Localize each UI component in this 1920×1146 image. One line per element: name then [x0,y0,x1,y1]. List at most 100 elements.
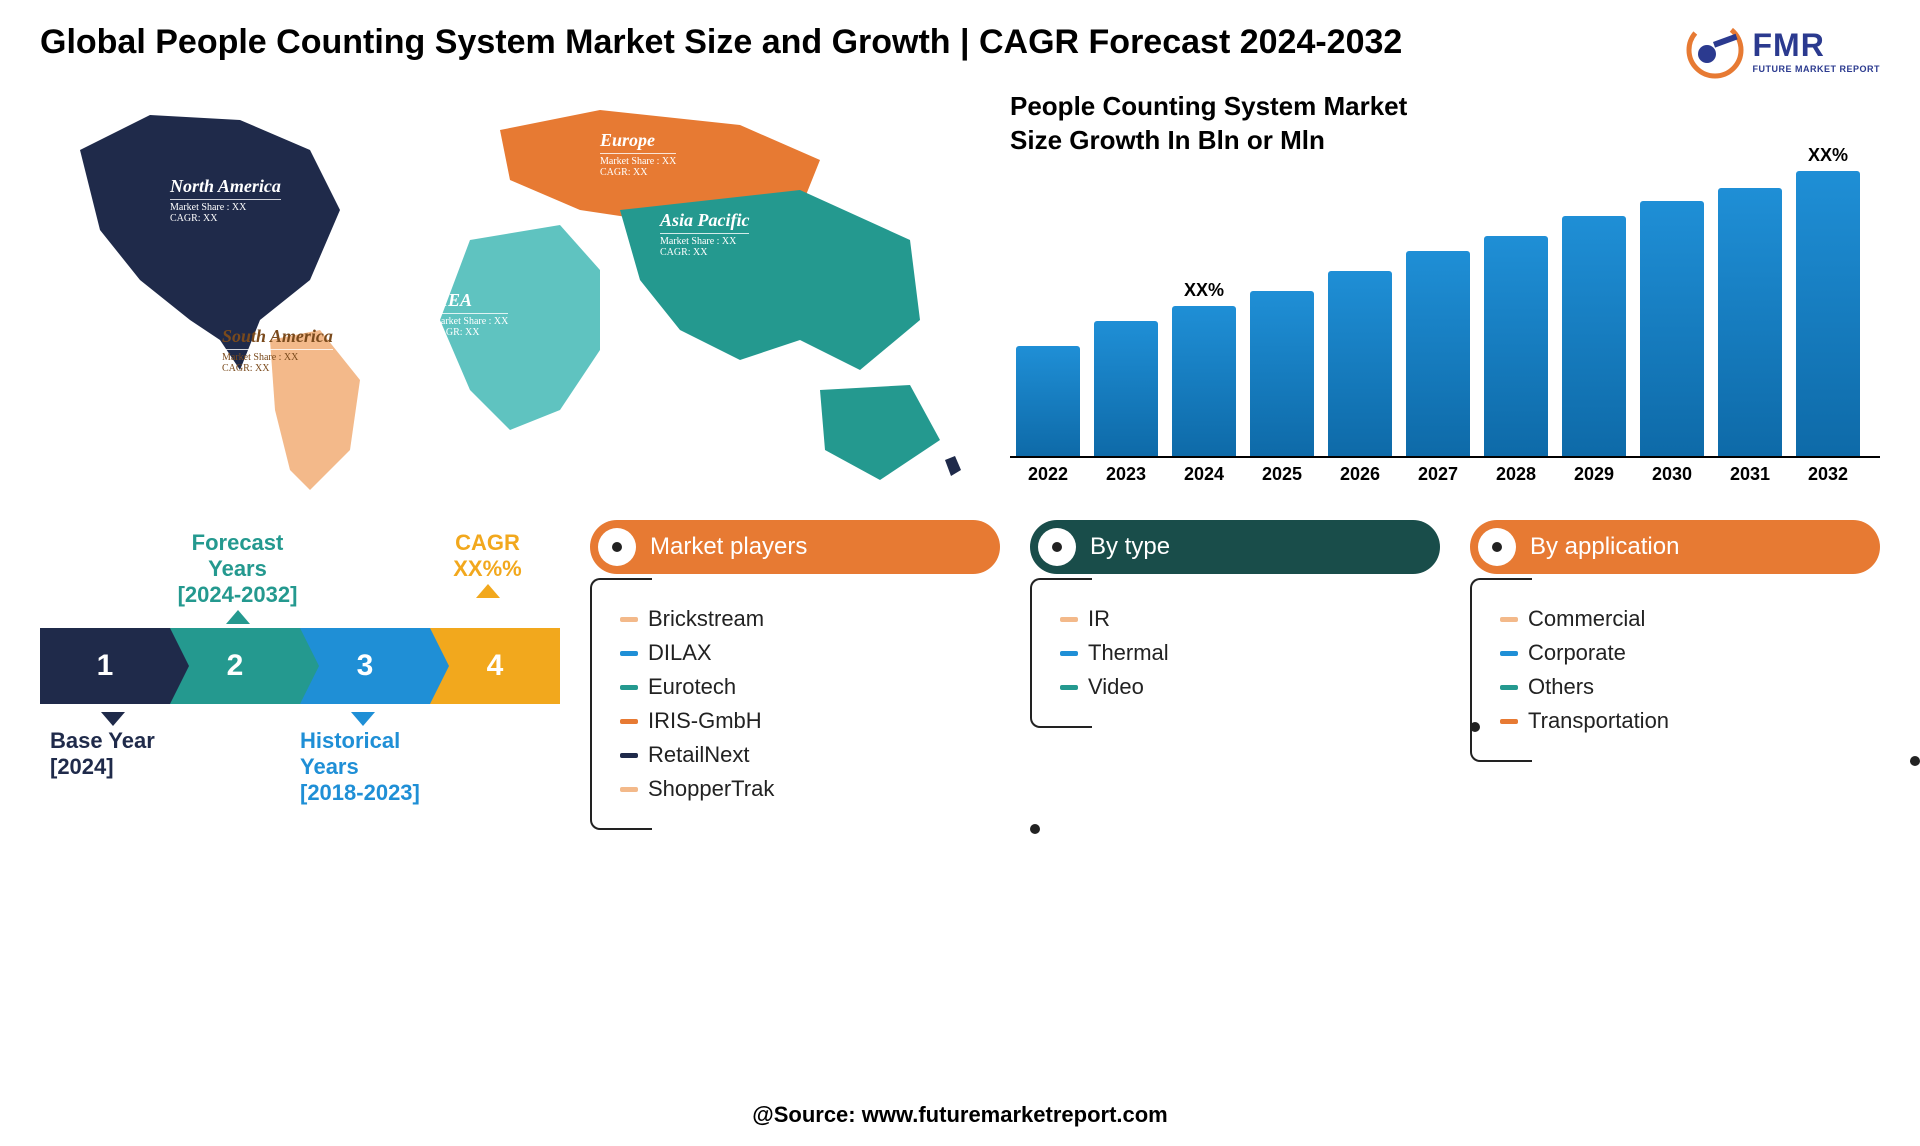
pill-column: Market players Brickstream DILAX Eurotech IR… [590,520,1000,816]
xaxis-label: 2030 [1640,464,1704,485]
bar-2030 [1640,201,1704,456]
pill-title: By application [1530,533,1679,561]
bar-2028 [1484,236,1548,456]
pill-title: Market players [650,533,807,561]
map-region-south-america: South America Market Share : XXCAGR: XX [222,326,333,374]
list-item: Eurotech [620,674,1000,700]
arrow-down-icon [351,712,375,726]
list-item: Commercial [1500,606,1880,632]
list-item: IRIS-GmbH [620,708,1000,734]
dash-icon [620,651,638,656]
dash-icon [1060,651,1078,656]
dash-icon [1500,685,1518,690]
xaxis-label: 2023 [1094,464,1158,485]
tl-sub: XX%% [425,556,550,582]
world-map: North AmericaMarket Share : XXCAGR: XXSo… [40,90,980,490]
bar-2031 [1718,188,1782,456]
dash-icon [620,685,638,690]
map-region-europe: EuropeMarket Share : XXCAGR: XX [600,130,676,178]
timeline-number: 2 [227,649,244,683]
list-item: Thermal [1060,640,1440,666]
timeline-number: 3 [357,649,374,683]
xaxis-label: 2028 [1484,464,1548,485]
dash-icon [1500,617,1518,622]
tl-label: CAGR [425,530,550,556]
xaxis-label: 2024 [1172,464,1236,485]
bar [1406,251,1470,456]
list-item: Others [1500,674,1880,700]
brand-logo: FMR FUTURE MARKET REPORT [1685,20,1881,80]
bar-top-label: XX% [1184,280,1224,301]
bar [1484,236,1548,456]
bar [1250,291,1314,456]
bar-2022 [1016,346,1080,456]
pill-header: By application [1470,520,1880,574]
map-region-asia-pacific: Asia PacificMarket Share : XXCAGR: XX [660,210,749,258]
bullet-icon [1038,528,1076,566]
chart-xaxis: 2022202320242025202620272028202920302031… [1010,458,1880,485]
list-item-text: Corporate [1528,640,1626,666]
dash-icon [620,753,638,758]
region-name: Asia Pacific [660,210,749,234]
list-item-text: Video [1088,674,1144,700]
top-row: North AmericaMarket Share : XXCAGR: XXSo… [40,90,1880,490]
timeline-segment-4: 4 [430,628,560,704]
arrow-down-icon [101,712,125,726]
region-cagr: CAGR: XX [600,167,676,178]
list-item-text: IRIS-GmbH [648,708,762,734]
xaxis-label: 2029 [1562,464,1626,485]
pill-column: By typeIRThermalVideo [1030,520,1440,816]
tl-label: Historical Years [300,728,425,780]
pill-list: IRThermalVideo [1030,592,1440,714]
timeline-segment-1: 1 [40,628,170,704]
dash-icon [620,719,638,724]
list-item: RetailNext [620,742,1000,768]
header: Global People Counting System Market Siz… [40,20,1880,80]
list-item-text: Brickstream [648,606,764,632]
region-name: North America [170,176,281,200]
bar-2027 [1406,251,1470,456]
region-share: Market Share : XX [660,236,749,247]
dash-icon [620,787,638,792]
region-cagr: CAGR: XX [222,363,333,374]
timeline-top-label: Forecast Years[2024-2032] [175,530,300,624]
list-item: Brickstream [620,606,1000,632]
arrow-up-icon [226,610,250,624]
bar-2032: XX% [1796,171,1860,456]
list-item-text: Transportation [1528,708,1669,734]
pill-header: By type [1030,520,1440,574]
list-item-text: Thermal [1088,640,1169,666]
pill-header: Market players [590,520,1000,574]
region-name: South America [222,326,333,350]
logo-text: FMR [1753,27,1881,64]
list-item: DILAX [620,640,1000,666]
map-region-north-america: North AmericaMarket Share : XXCAGR: XX [170,176,281,224]
tl-sub: [2024] [50,754,175,780]
logo-subtitle: FUTURE MARKET REPORT [1753,64,1881,74]
page-title: Global People Counting System Market Siz… [40,20,1402,64]
tl-label: Base Year [50,728,175,754]
source-attribution: @Source: www.futuremarketreport.com [752,1102,1168,1128]
logo-icon [1685,20,1745,80]
bar-2024: XX% [1172,306,1236,456]
tl-sub: [2018-2023] [300,780,425,806]
region-cagr: CAGR: XX [170,213,281,224]
pill-column: By application Commercial Corporate Others T… [1470,520,1880,816]
pill-columns: Market players Brickstream DILAX Eurotech IR… [590,520,1880,816]
world-map-svg [40,90,980,490]
region-share: Market Share : XX [222,352,333,363]
pill-list: Brickstream DILAX Eurotech IRIS-GmbH RetailN… [590,592,1000,816]
arrow-up-icon [476,584,500,598]
dash-icon [1500,651,1518,656]
dash-icon [1500,719,1518,724]
list-item-text: RetailNext [648,742,749,768]
list-item-text: Commercial [1528,606,1645,632]
region-name: MEA [432,290,508,314]
timeline: Forecast Years[2024-2032] CAGRXX%% 1 2 3 4 B… [40,520,560,806]
xaxis-label: 2027 [1406,464,1470,485]
bar-2026 [1328,271,1392,456]
xaxis-label: 2032 [1796,464,1860,485]
bottom-row: Forecast Years[2024-2032] CAGRXX%% 1 2 3 4 B… [40,520,1880,816]
list-item: Transportation [1500,708,1880,734]
list-item-text: ShopperTrak [648,776,774,802]
